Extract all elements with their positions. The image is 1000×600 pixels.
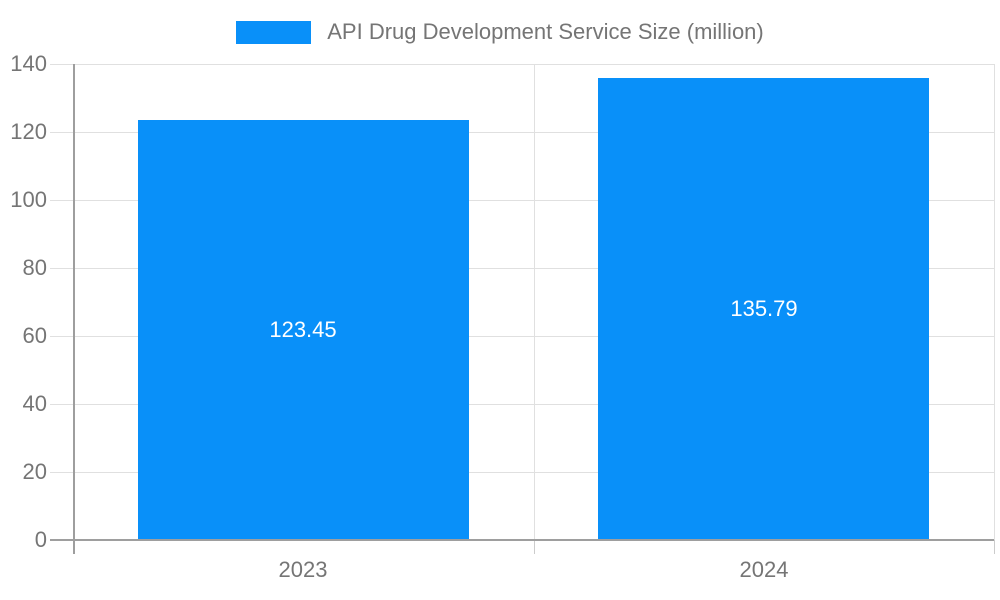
bar[interactable] [138,120,469,540]
x-axis-tick [534,540,535,554]
gridline-vertical [994,64,995,540]
gridline-horizontal [50,268,994,269]
bar[interactable] [598,78,929,540]
y-tick-label: 140 [10,51,47,76]
legend-label: API Drug Development Service Size (milli… [327,19,764,44]
x-axis-tick [994,540,995,554]
bar-value-label: 135.79 [730,296,798,321]
y-axis-line [73,64,75,554]
y-tick-label: 120 [10,119,47,144]
gridline-horizontal [50,336,994,337]
y-tick-label: 0 [34,527,47,552]
gridline-horizontal [50,132,994,133]
gridline-horizontal [50,64,994,65]
gridline-horizontal [50,200,994,201]
x-axis-line [50,539,994,541]
gridline-vertical [534,64,535,540]
y-tick-label: 60 [22,323,47,348]
bar-value-label: 123.45 [269,317,337,342]
legend: API Drug Development Service Size (milli… [0,20,1000,44]
y-tick-label: 100 [10,187,47,212]
gridline-horizontal [50,472,994,473]
y-tick-label: 80 [22,255,47,280]
x-tick-label: 2024 [739,557,789,582]
x-tick-label: 2023 [278,557,328,582]
legend-swatch [236,20,312,44]
y-tick-label: 20 [22,459,47,484]
gridline-horizontal [50,404,994,405]
y-tick-label: 40 [22,391,47,416]
